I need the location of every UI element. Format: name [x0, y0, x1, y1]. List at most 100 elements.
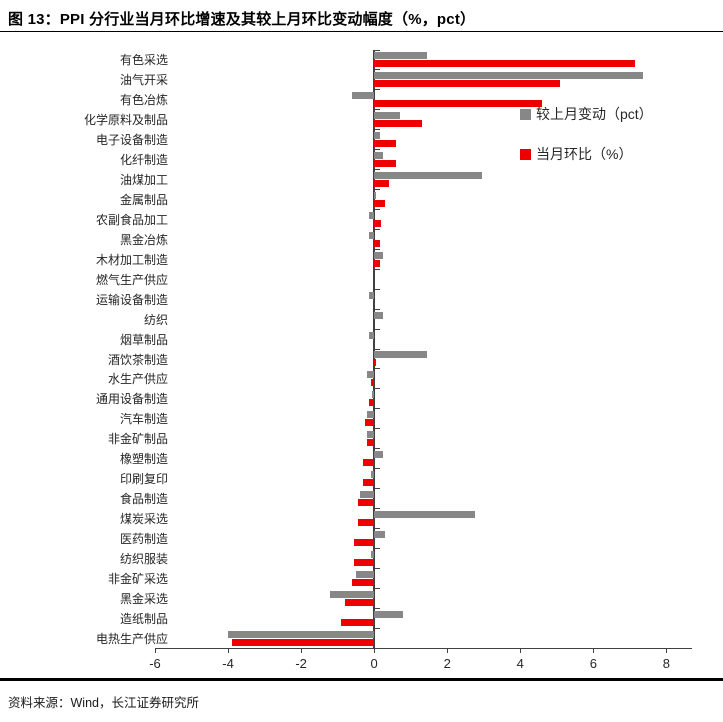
- x-axis-tick: [666, 648, 668, 653]
- bar-mom: [374, 80, 561, 88]
- category-label: 有色采选: [119, 53, 168, 68]
- bar-mom: [354, 558, 375, 566]
- x-axis-tick: [155, 648, 156, 653]
- y-axis-tick: [374, 49, 381, 51]
- bar-change: [374, 510, 475, 518]
- y-axis-tick: [374, 567, 381, 569]
- y-axis-tick: [374, 527, 381, 529]
- y-axis-tick: [374, 647, 381, 649]
- bar-change: [374, 192, 376, 199]
- category-label: 水生产供应: [107, 372, 168, 387]
- category-label: 非金矿采选: [107, 571, 168, 586]
- category-label: 橡塑制造: [119, 452, 168, 467]
- category-label: 酒饮茶制造: [107, 352, 168, 367]
- bar-change: [368, 331, 375, 339]
- y-axis-tick: [374, 288, 381, 290]
- bar-change: [359, 491, 375, 498]
- category-labels: 有色采选 油气开采 有色冶炼 化学原料及制品 电子设备制造 化纤制造 油煤加工 金属制品 农副食…: [0, 50, 168, 648]
- y-axis-tick: [374, 488, 381, 490]
- bar-mom: [231, 638, 375, 646]
- category-label: 造纸制品: [119, 611, 168, 626]
- bar-mom: [374, 180, 389, 188]
- source-note: 资料来源：Wind，长江证券研究所: [8, 696, 199, 710]
- bar-change: [368, 211, 375, 219]
- bar-mom: [368, 399, 375, 407]
- bar-change: [374, 52, 428, 60]
- category-label: 化纤制造: [119, 153, 168, 168]
- bar-change: [374, 112, 400, 120]
- category-label: 煤炭采选: [119, 512, 168, 527]
- x-axis-tick-label: 0: [370, 656, 378, 671]
- bar-chart: 有色采选 油气开采 有色冶炼 化学原料及制品 电子设备制造 化纤制造 油煤加工 金属制品 农副食…: [0, 36, 723, 676]
- legend-swatch-gray: [520, 108, 531, 120]
- bar-change: [370, 471, 375, 479]
- legend-swatch-red: [520, 148, 531, 160]
- y-axis-tick: [374, 248, 381, 250]
- category-label: 纺织服装: [119, 551, 168, 566]
- bar-change: [352, 92, 375, 100]
- bar-change: [368, 231, 375, 239]
- bar-mom: [370, 379, 375, 387]
- x-axis-tick: [301, 648, 303, 653]
- category-label: 通用设备制造: [95, 392, 168, 407]
- x-axis-tick: [374, 648, 376, 653]
- bar-mom: [374, 160, 397, 168]
- legend-label-change: 较上月变动（pct）: [536, 106, 653, 122]
- y-axis-tick: [374, 328, 381, 330]
- x-axis-tick-label: 4: [516, 656, 524, 671]
- bar-change: [368, 291, 375, 299]
- y-axis-tick: [374, 268, 381, 270]
- legend-item-mom: 当月环比（%）: [520, 144, 653, 164]
- bar-change: [228, 630, 375, 638]
- bar-change: [372, 391, 375, 399]
- category-label: 电热生产供应: [95, 631, 168, 646]
- bar-change: [374, 530, 386, 538]
- x-axis-tick: [228, 648, 230, 653]
- bar-change: [366, 411, 375, 419]
- x-axis-tick-label: -6: [149, 656, 161, 671]
- bar-change: [330, 590, 375, 598]
- legend-label-mom: 当月环比（%）: [536, 146, 633, 162]
- legend: 较上月变动（pct） 当月环比（%）: [520, 104, 653, 184]
- bar-mom: [374, 359, 376, 367]
- y-axis-tick: [374, 587, 381, 589]
- x-axis-tick: [520, 648, 522, 653]
- y-axis-tick: [374, 348, 381, 350]
- x-axis-tick-label: -2: [295, 656, 307, 671]
- category-label: 运输设备制造: [95, 292, 168, 307]
- category-label: 黑金采选: [119, 591, 168, 606]
- legend-item-change: 较上月变动（pct）: [520, 104, 653, 124]
- bar-change: [366, 371, 375, 379]
- category-label: 烟草制品: [119, 332, 168, 347]
- category-label: 油气开采: [119, 73, 168, 88]
- y-axis-tick: [374, 208, 381, 210]
- category-label: 汽车制造: [119, 412, 168, 427]
- x-axis-tick: [593, 648, 595, 653]
- category-label: 木材加工制造: [95, 252, 168, 267]
- bar-change: [355, 570, 375, 578]
- plot-area: [155, 49, 692, 653]
- y-axis-tick: [374, 308, 381, 310]
- y-axis-tick: [374, 89, 381, 91]
- x-axis-tick-label: -4: [222, 656, 234, 671]
- category-label: 金属制品: [119, 193, 168, 208]
- y-axis-tick: [374, 607, 381, 609]
- bar-mom: [357, 518, 375, 526]
- x-axis-labels: -6 -4 -2 0 2 4 6 8: [149, 656, 692, 672]
- bar-mom: [374, 120, 422, 128]
- y-axis-tick: [374, 448, 381, 450]
- bar-mom: [374, 60, 636, 68]
- y-axis-tick: [374, 547, 381, 549]
- category-label: 黑金冶炼: [119, 232, 168, 247]
- category-label: 农副食品加工: [95, 212, 168, 227]
- y-axis-tick: [374, 428, 381, 430]
- category-label: 电子设备制造: [95, 133, 168, 148]
- bar-change: [374, 132, 380, 140]
- footer-rule: [0, 678, 723, 681]
- bar-mom: [354, 538, 375, 546]
- y-axis-tick: [374, 69, 381, 71]
- bar-change: [374, 251, 384, 259]
- bar-change: [374, 610, 404, 618]
- bar-mom: [374, 140, 397, 148]
- y-axis-tick: [374, 189, 381, 191]
